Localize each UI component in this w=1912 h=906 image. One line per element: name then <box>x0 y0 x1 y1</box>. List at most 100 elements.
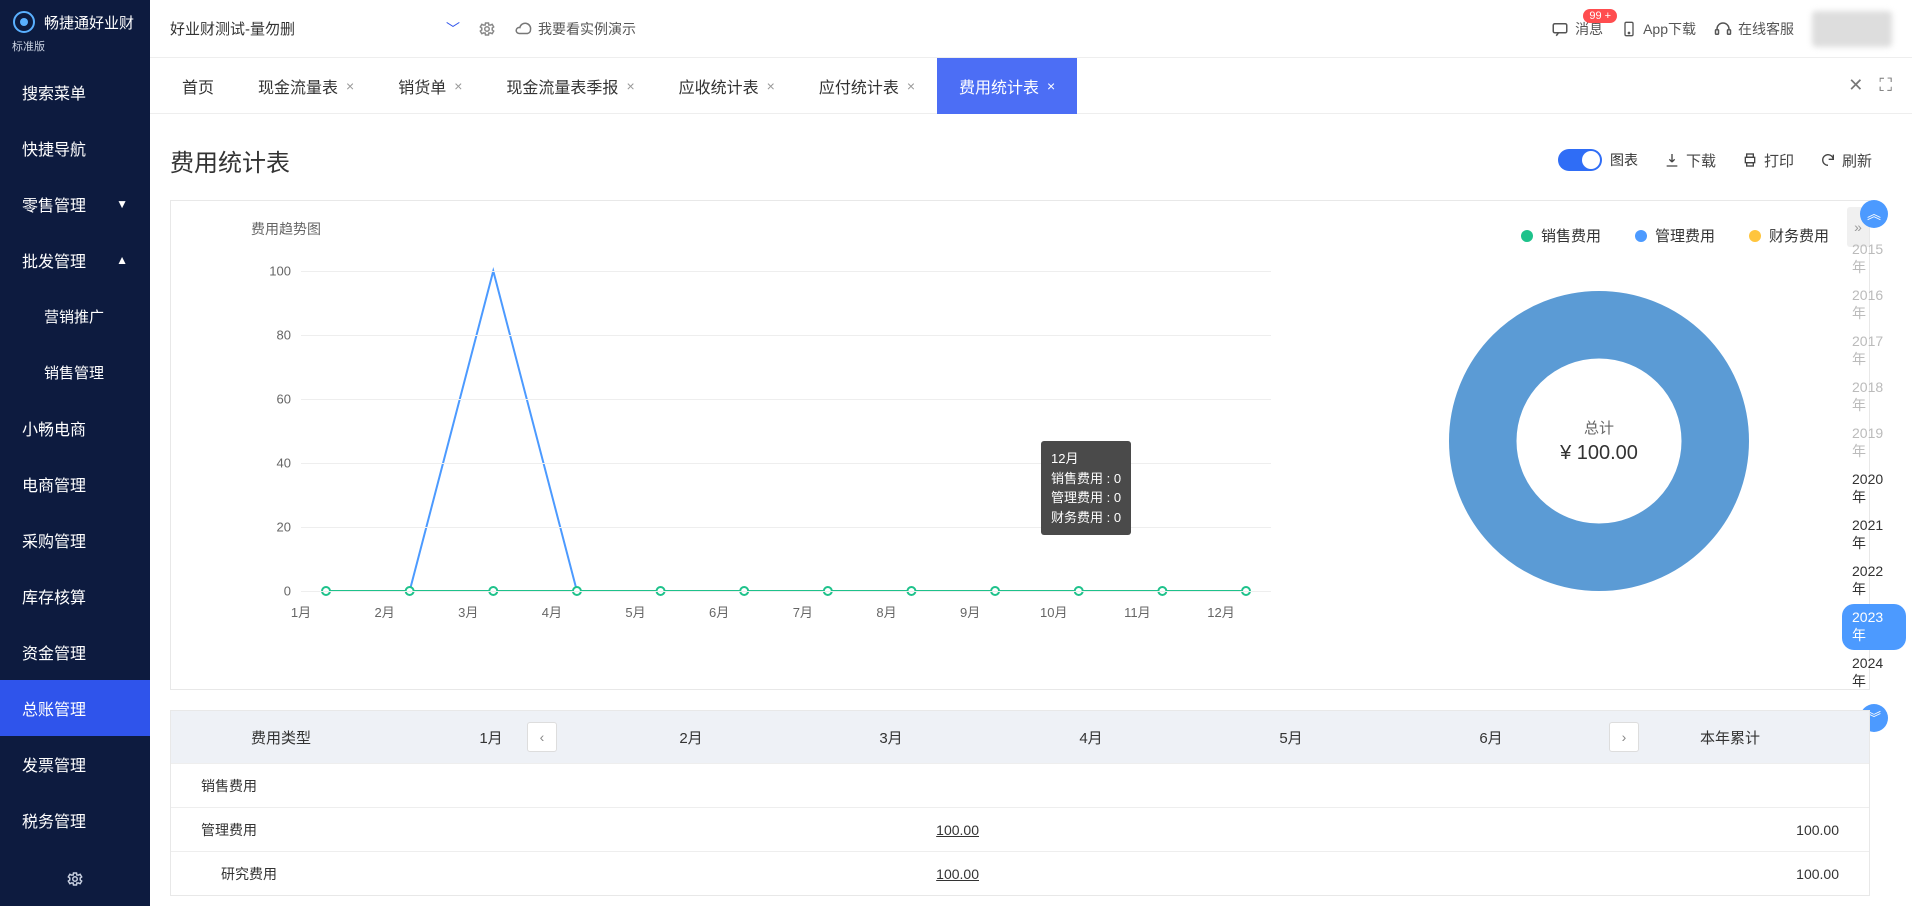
cell-month[interactable]: 100.00 <box>791 822 991 838</box>
print-icon <box>1742 152 1758 168</box>
x-axis-label: 2月 <box>375 602 395 621</box>
year-option[interactable]: 2021年 <box>1842 512 1906 558</box>
table-scroll-right-button[interactable]: › <box>1609 722 1639 752</box>
brand-logo-icon <box>12 10 36 34</box>
tab[interactable]: 费用统计表× <box>937 58 1077 114</box>
chart-toggle-label: 图表 <box>1610 150 1638 170</box>
sidebar-item[interactable]: 零售管理▼ <box>0 176 150 232</box>
sidebar: 畅捷通好业财 标准版 搜索菜单快捷导航零售管理▼批发管理▲营销推广销售管理小畅电… <box>0 0 150 906</box>
sidebar-item[interactable]: 小畅电商 <box>0 400 150 456</box>
sidebar-item[interactable]: 快捷导航 <box>0 120 150 176</box>
tab-close-icon[interactable]: × <box>1047 78 1055 94</box>
sidebar-item-label: 总账管理 <box>22 696 86 720</box>
y-axis-label: 80 <box>251 328 291 343</box>
y-axis-label: 20 <box>251 520 291 535</box>
sidebar-item[interactable]: 资金管理 <box>0 624 150 680</box>
fullscreen-button[interactable]: ⛶ <box>1879 75 1892 96</box>
sidebar-item-label: 快捷导航 <box>22 136 86 160</box>
tab-close-icon[interactable]: × <box>626 78 634 94</box>
customer-service-button[interactable]: 在线客服 <box>1714 19 1794 39</box>
legend-item[interactable]: 财务费用 <box>1749 225 1829 246</box>
cell-total: 100.00 <box>1591 866 1869 882</box>
y-axis-label: 0 <box>251 584 291 599</box>
year-option[interactable]: 2016年 <box>1842 282 1906 328</box>
table-scroll-left-button[interactable]: ‹ <box>527 722 557 752</box>
page-title: 费用统计表 <box>170 143 290 178</box>
year-option[interactable]: 2023年 <box>1842 604 1906 650</box>
app-download-button[interactable]: App下载 <box>1621 19 1696 39</box>
cell-type: 销售费用 <box>171 776 391 796</box>
org-settings-button[interactable] <box>478 20 496 38</box>
tab[interactable]: 现金流量表× <box>236 58 376 114</box>
messages-button[interactable]: 消息 99 + <box>1551 19 1603 39</box>
sidebar-item[interactable]: 搜索菜单 <box>0 64 150 120</box>
brand-name: 畅捷通好业财 <box>44 12 134 33</box>
sidebar-item[interactable]: 税务管理 <box>0 792 150 848</box>
refresh-button[interactable]: 刷新 <box>1820 150 1872 171</box>
tab-close-icon[interactable]: × <box>767 78 775 94</box>
tab-label: 现金流量表季报 <box>506 74 618 98</box>
cell-type: 研究费用 <box>171 864 391 884</box>
tab-close-icon[interactable]: × <box>346 78 354 94</box>
tab[interactable]: 现金流量表季报 × <box>484 58 656 114</box>
year-option[interactable]: 2022年 <box>1842 558 1906 604</box>
tab[interactable]: 应收统计表× <box>657 58 797 114</box>
tabstrip: 首页现金流量表×销货单×现金流量表季报×应收统计表×应付统计表×费用统计表× ✕… <box>150 58 1912 114</box>
cell-month[interactable]: 100.00 <box>791 866 991 882</box>
chart-toggle[interactable] <box>1558 149 1602 171</box>
tab[interactable]: 销货单× <box>376 58 484 114</box>
close-all-tabs-button[interactable]: ✕ <box>1848 75 1863 96</box>
legend-label: 管理费用 <box>1655 225 1715 246</box>
download-button[interactable]: 下载 <box>1664 150 1716 171</box>
tab[interactable]: 首页 <box>160 58 236 114</box>
chevron-down-icon: ﹀ <box>446 19 460 39</box>
legend-label: 财务费用 <box>1769 225 1829 246</box>
year-option[interactable]: 2015年 <box>1842 236 1906 282</box>
sidebar-item[interactable]: 销售管理 <box>0 344 150 400</box>
chat-icon <box>1551 20 1569 38</box>
sidebar-item[interactable]: 采购管理 <box>0 512 150 568</box>
sidebar-item-label: 税务管理 <box>22 808 86 832</box>
sidebar-item[interactable]: 营销推广 <box>0 288 150 344</box>
year-option[interactable]: 2020年 <box>1842 466 1906 512</box>
year-option[interactable]: 2024年 <box>1842 650 1906 696</box>
sidebar-item[interactable]: 电商管理 <box>0 456 150 512</box>
tab-close-icon[interactable]: × <box>454 78 462 94</box>
x-axis-label: 4月 <box>542 602 562 621</box>
sidebar-settings-button[interactable] <box>0 862 150 896</box>
legend-label: 销售费用 <box>1541 225 1601 246</box>
tab-close-icon[interactable]: × <box>907 78 915 94</box>
user-avatar[interactable] <box>1812 11 1892 47</box>
legend-item[interactable]: 销售费用 <box>1521 225 1601 246</box>
donut-center-label: 总计 <box>1560 417 1638 438</box>
x-axis-label: 7月 <box>793 602 813 621</box>
y-axis-label: 60 <box>251 392 291 407</box>
download-label: 下载 <box>1686 150 1716 171</box>
col-type: 费用类型 <box>171 727 391 748</box>
legend-dot-icon <box>1749 230 1761 242</box>
year-up-button[interactable]: ︽ <box>1860 200 1888 228</box>
tab[interactable]: 应付统计表× <box>797 58 937 114</box>
legend-item[interactable]: 管理费用 <box>1635 225 1715 246</box>
sidebar-item[interactable]: 批发管理▲ <box>0 232 150 288</box>
app-download-label: App下载 <box>1643 19 1696 39</box>
year-option[interactable]: 2018年 <box>1842 374 1906 420</box>
x-axis-label: 8月 <box>876 602 896 621</box>
chart-title: 费用趋势图 <box>251 219 321 239</box>
col-month: 3月 <box>791 727 991 748</box>
year-option[interactable]: 2019年 <box>1842 420 1906 466</box>
tooltip-line-2: 管理费用 : 0 <box>1051 488 1121 508</box>
sidebar-item-label: 发票管理 <box>22 752 86 776</box>
sidebar-item[interactable]: 总账管理 <box>0 680 150 736</box>
year-option[interactable]: 2017年 <box>1842 328 1906 374</box>
print-button[interactable]: 打印 <box>1742 150 1794 171</box>
table-header: 费用类型 1月2月3月4月5月6月 本年累计 ‹ › <box>171 711 1869 763</box>
demo-link-label: 我要看实例演示 <box>538 19 636 39</box>
sidebar-item[interactable]: 发票管理 <box>0 736 150 792</box>
sidebar-item[interactable]: 库存核算 <box>0 568 150 624</box>
download-icon <box>1664 152 1680 168</box>
org-selector[interactable]: 好业财测试-量勿删 ﹀ <box>170 18 460 39</box>
demo-link[interactable]: 我要看实例演示 <box>514 19 636 39</box>
sidebar-item-label: 库存核算 <box>22 584 86 608</box>
col-month: 4月 <box>991 727 1191 748</box>
